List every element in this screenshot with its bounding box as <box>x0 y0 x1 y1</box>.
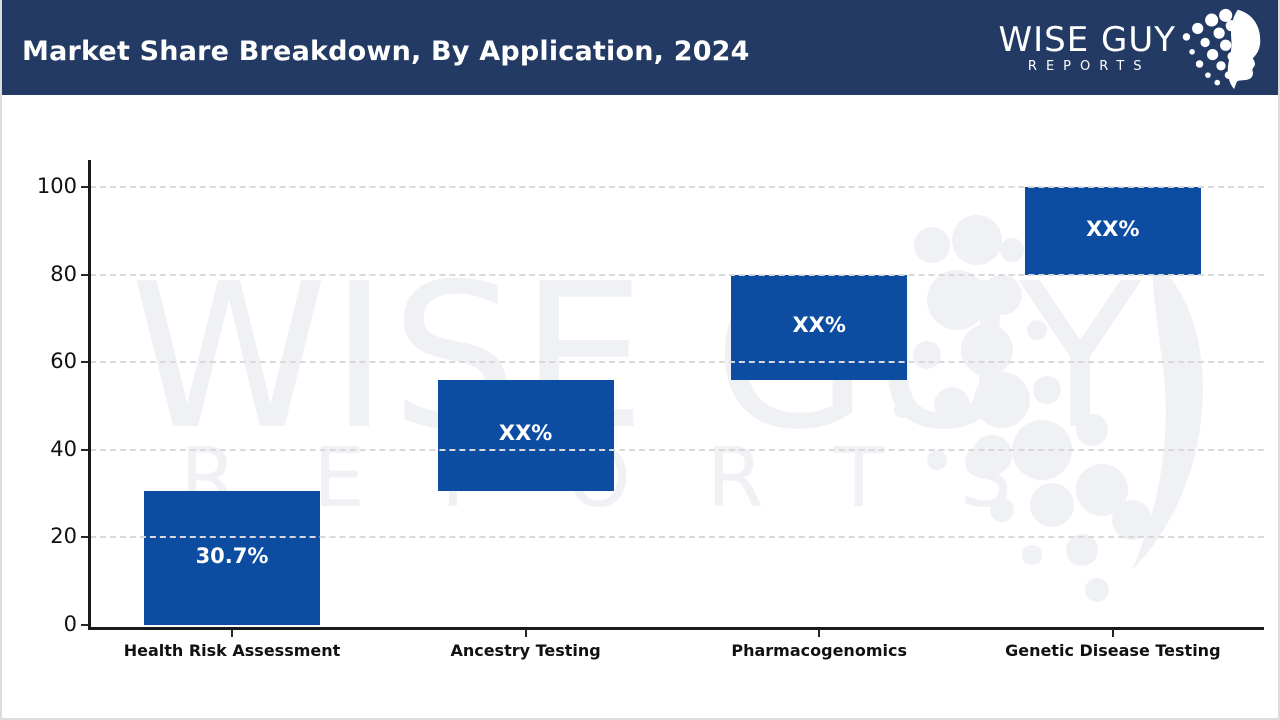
bar-2: XX% <box>731 274 908 380</box>
gridline-40 <box>90 448 1264 451</box>
y-tick-label-20: 20 <box>50 524 77 549</box>
bar-value-label-2: XX% <box>792 313 846 338</box>
bar-value-label-0: 30.7% <box>195 543 269 568</box>
y-axis-line <box>88 160 91 629</box>
y-tick-100 <box>81 186 90 188</box>
gridline-60 <box>90 361 1264 364</box>
bar-0: 30.7% <box>144 490 320 625</box>
header: Market Share Breakdown, By Application, … <box>2 0 1278 95</box>
y-tick-label-80: 80 <box>50 261 77 286</box>
x-category-label-0: Health Risk Assessment <box>123 641 341 660</box>
y-tick-label-60: 60 <box>50 349 77 374</box>
y-tick-label-0: 0 <box>63 612 77 636</box>
bar-value-label-1: XX% <box>498 421 553 446</box>
logo-subtitle: REPORTS <box>1027 58 1151 74</box>
gridline-100 <box>90 186 1264 188</box>
gridline-20 <box>90 536 1264 539</box>
logo-text: WISE GUY REPORTS <box>998 20 1176 74</box>
bar-3: XX% <box>1024 187 1201 275</box>
y-tick-0 <box>81 624 90 626</box>
bar-value-label-3: XX% <box>1086 216 1140 241</box>
wiseguy-logo: WISE GUY REPORTS <box>998 5 1264 91</box>
x-tick-0 <box>231 629 233 637</box>
x-tick-1 <box>524 629 527 637</box>
page-title: Market Share Breakdown, By Application, … <box>22 36 750 67</box>
y-tick-20 <box>81 536 90 539</box>
x-tick-2 <box>818 629 821 637</box>
x-tick-3 <box>1111 629 1114 637</box>
y-tick-label-100: 100 <box>36 174 77 198</box>
y-tick-60 <box>81 361 90 364</box>
y-tick-label-40: 40 <box>50 436 77 461</box>
gridline-80 <box>90 273 1264 276</box>
wiseguy-face-icon <box>1182 8 1261 89</box>
y-tick-40 <box>81 448 90 451</box>
bar-1: XX% <box>437 379 614 491</box>
logo-wordmark: WISE GUY <box>998 20 1176 61</box>
x-axis-line <box>88 626 1264 630</box>
y-tick-80 <box>81 273 90 276</box>
x-category-label-3: Genetic Disease Testing <box>1005 641 1221 660</box>
x-category-label-1: Ancestry Testing <box>450 641 601 660</box>
x-category-label-2: Pharmacogenomics <box>731 641 907 660</box>
